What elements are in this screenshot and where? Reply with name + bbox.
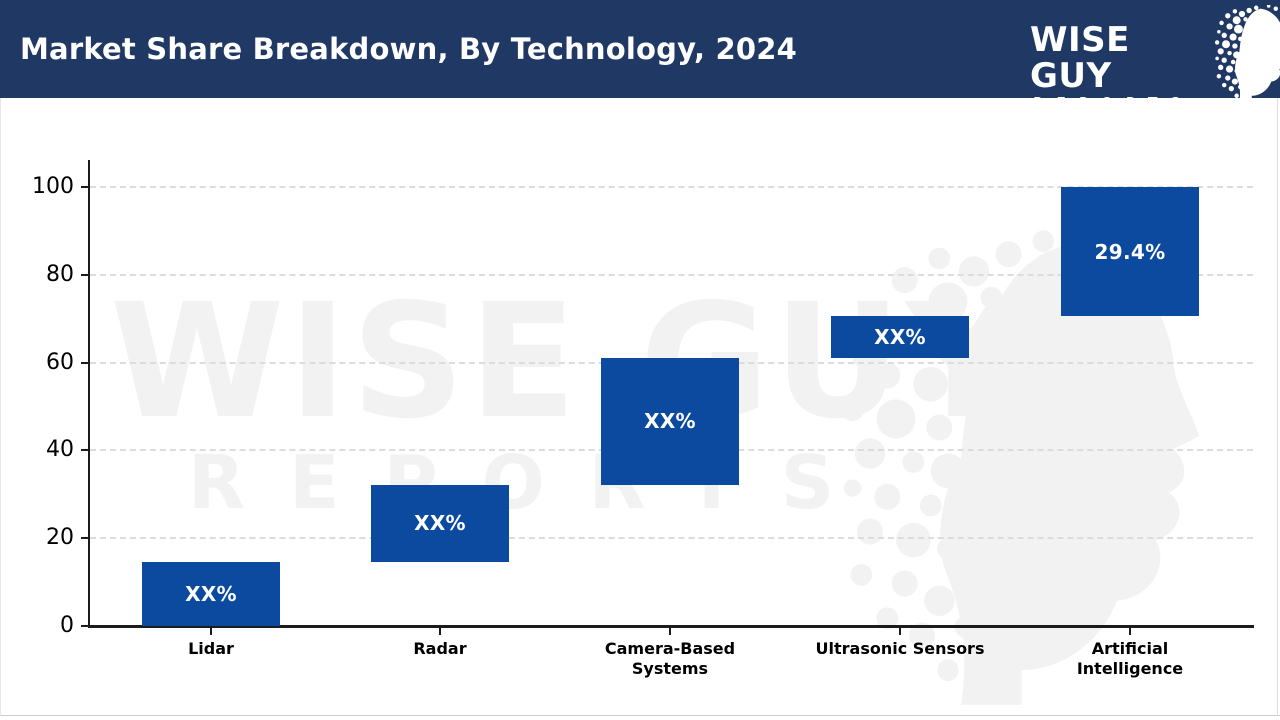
y-tick-40 (81, 449, 89, 452)
gridline-80 (90, 273, 1253, 276)
x-tick-radar (439, 628, 441, 635)
x-axis-label-line: Systems (631, 659, 709, 678)
y-tick-label-80: 80 (46, 261, 74, 287)
header-banner: Market Share Breakdown, By Technology, 2… (0, 0, 1280, 112)
bar-value-label-camera-based-systems: XX% (644, 409, 696, 434)
bar-value-label-ultrasonic-sensors: XX% (874, 324, 926, 349)
wiseguy-reports-logo: WISE GUY REPORTS (1030, 0, 1280, 112)
gridline-100 (90, 186, 1253, 188)
y-tick-label-60: 60 (46, 349, 74, 375)
bar-artificial-intelligence: 29.4% (1061, 187, 1199, 317)
x-axis-spine (88, 625, 1254, 628)
x-axis-label-ultrasonic-sensors: Ultrasonic Sensors (790, 639, 1010, 659)
page-border-left (0, 98, 1, 716)
page-border-right (1277, 98, 1278, 716)
watermark-reports-text: REPORTS (188, 440, 879, 526)
page-border-bottom (0, 715, 1280, 716)
bar-camera-based-systems: XX% (601, 357, 739, 485)
logo-text: WISE GUY REPORTS (1030, 22, 1216, 112)
bar-lidar: XX% (142, 561, 280, 626)
y-tick-100 (81, 186, 89, 188)
bar-value-label-artificial-intelligence: 29.4% (1094, 239, 1166, 264)
logo-wiseguy-text: WISE GUY (1030, 20, 1130, 96)
x-axis-label-line: Camera-Based (604, 639, 736, 658)
x-axis-label-line: Intelligence (1076, 659, 1184, 678)
x-axis-label-radar: Radar (330, 639, 550, 659)
y-tick-label-20: 20 (46, 525, 74, 551)
x-axis-label-line: Radar (413, 639, 467, 658)
y-tick-label-100: 100 (32, 174, 74, 199)
x-tick-ultrasonic-sensors (899, 628, 901, 635)
logo-reports-text: REPORTS (1033, 94, 1193, 112)
x-axis-label-camera-based-systems: Camera-Based Systems (560, 639, 780, 679)
x-tick-artificial-intelligence (1129, 628, 1131, 635)
bar-value-label-radar: XX% (414, 511, 466, 536)
wiseguy-face-icon (1214, 5, 1280, 103)
x-axis-label-line: Artificial (1091, 639, 1169, 658)
gridline-20 (90, 537, 1253, 540)
y-tick-label-40: 40 (46, 437, 74, 463)
y-tick-label-0: 0 (60, 613, 74, 638)
x-axis-label-artificial-intelligence: Artificial Intelligence (1020, 639, 1240, 679)
bar-value-label-lidar: XX% (185, 581, 237, 606)
x-axis-label-line: Lidar (188, 639, 234, 658)
y-tick-20 (81, 537, 89, 540)
x-tick-camera-based-systems (669, 628, 671, 635)
x-axis-label-lidar: Lidar (101, 639, 321, 659)
y-tick-60 (81, 361, 89, 364)
bar-ultrasonic-sensors: XX% (831, 316, 969, 358)
x-tick-lidar (210, 628, 212, 635)
y-axis-spine (88, 160, 90, 626)
y-tick-0 (81, 625, 89, 627)
bar-radar: XX% (371, 484, 509, 562)
y-tick-80 (81, 273, 89, 276)
x-axis-label-line: Ultrasonic Sensors (815, 639, 985, 658)
page-title: Market Share Breakdown, By Technology, 2… (20, 32, 798, 66)
